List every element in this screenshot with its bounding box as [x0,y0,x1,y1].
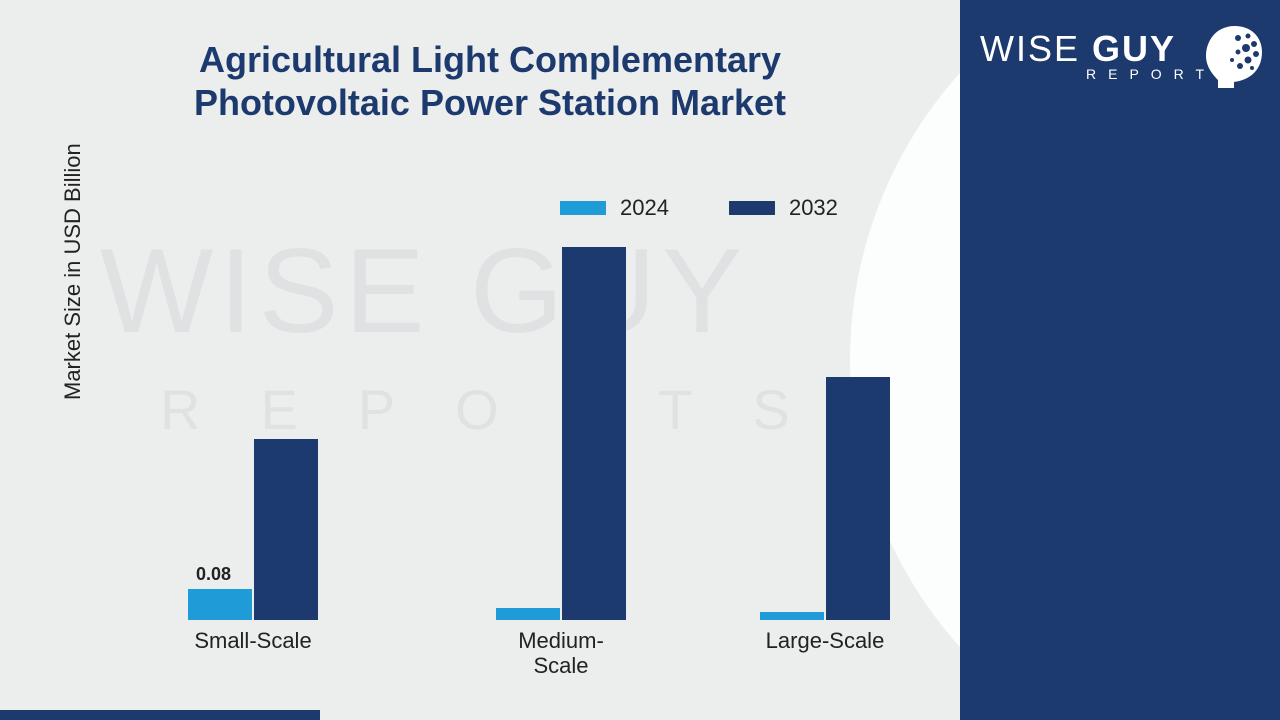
legend-label-2032: 2032 [789,195,838,221]
plot-area: 0.08Small-ScaleMedium- ScaleLarge-Scale [140,235,960,620]
y-axis-label: Market Size in USD Billion [60,143,86,400]
logo-word-2: GUY [1092,28,1176,69]
bar-2024 [496,608,560,620]
decorative-bottom-strip [0,710,320,720]
logo-head-icon [1200,22,1270,92]
category-label: Medium- Scale [461,628,661,679]
bar-2024 [188,589,252,620]
legend-swatch-2024 [560,201,606,215]
category-label: Small-Scale [153,628,353,653]
legend-swatch-2032 [729,201,775,215]
legend-label-2024: 2024 [620,195,669,221]
logo-word-1: WISE [980,28,1080,69]
bar-2032 [826,377,890,620]
brand-sidebar [960,0,1280,720]
bar-2032 [562,247,626,620]
legend-item-2024: 2024 [560,195,669,221]
category-label: Large-Scale [725,628,925,653]
brand-logo: WISE GUY REPORTS [980,28,1260,82]
chart-canvas: WISE GUY REPORTS WISE GUY REPORTS Agricu… [0,0,1280,720]
legend: 2024 2032 [560,195,838,221]
bar-2032 [254,439,318,620]
chart-title: Agricultural Light Complementary Photovo… [120,38,860,124]
bar-value-label: 0.08 [196,564,231,585]
bar-2024 [760,612,824,620]
legend-item-2032: 2032 [729,195,838,221]
